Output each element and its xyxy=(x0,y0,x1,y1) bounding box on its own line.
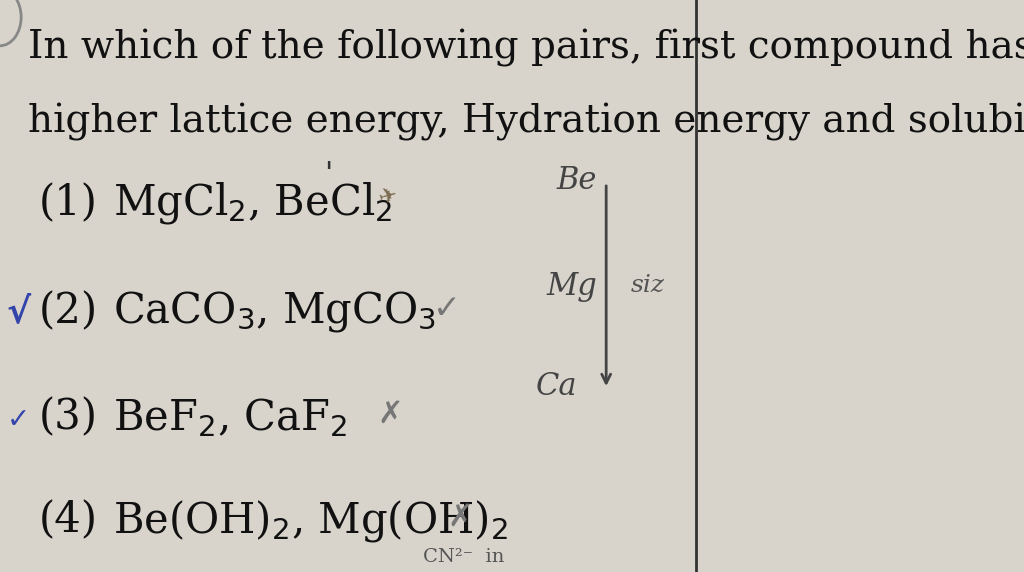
Text: (2): (2) xyxy=(39,291,98,333)
Text: Mg: Mg xyxy=(546,271,597,301)
Text: (4): (4) xyxy=(39,499,97,542)
Text: ✓: ✓ xyxy=(7,407,31,434)
Text: BeF$_2$, CaF$_2$: BeF$_2$, CaF$_2$ xyxy=(113,396,347,439)
Text: Ca: Ca xyxy=(536,371,578,402)
Text: MgCl$_2$, BeCl$_2$: MgCl$_2$, BeCl$_2$ xyxy=(113,180,392,226)
Text: √: √ xyxy=(7,295,31,329)
Text: siz: siz xyxy=(631,275,665,297)
Text: Be: Be xyxy=(557,165,597,196)
Text: CN²⁻  in: CN²⁻ in xyxy=(423,549,504,566)
Text: (1): (1) xyxy=(39,182,97,224)
Text: In which of the following pairs, first compound has: In which of the following pairs, first c… xyxy=(29,29,1024,66)
Text: higher lattice energy, Hydration energy and solubility?: higher lattice energy, Hydration energy … xyxy=(29,103,1024,141)
Text: ✈: ✈ xyxy=(377,185,400,209)
Text: ✓: ✓ xyxy=(433,292,462,325)
Text: CaCO$_3$, MgCO$_3$: CaCO$_3$, MgCO$_3$ xyxy=(113,289,436,334)
Text: ': ' xyxy=(325,160,333,189)
Text: ✗: ✗ xyxy=(377,400,402,429)
Text: (3): (3) xyxy=(39,396,97,439)
Text: ✗: ✗ xyxy=(447,503,473,532)
Text: Be(OH)$_2$, Mg(OH)$_2$: Be(OH)$_2$, Mg(OH)$_2$ xyxy=(113,498,508,543)
